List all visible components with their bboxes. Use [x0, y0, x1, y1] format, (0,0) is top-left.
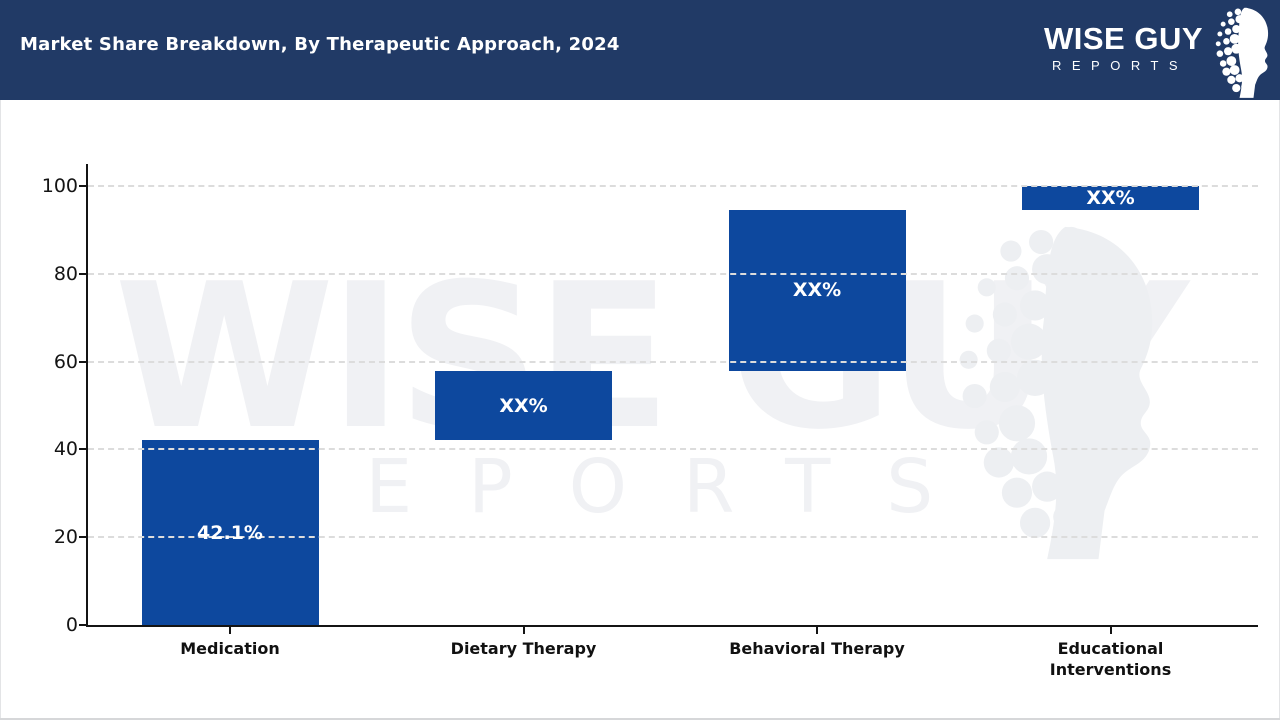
- x-tick-medication: [229, 626, 231, 634]
- y-tick-label-80: 80: [53, 262, 78, 285]
- x-axis-line: [86, 625, 1258, 627]
- y-tick-label-0: 0: [65, 614, 78, 636]
- x-tick-dietary-therapy: [522, 626, 525, 634]
- y-tick-100: [79, 185, 87, 187]
- bar-medication: [141, 440, 319, 625]
- x-tick-behavioral-therapy: [816, 626, 818, 634]
- y-tick-label-20: 20: [53, 526, 78, 549]
- y-tick-80: [79, 272, 87, 275]
- chart-title: Market Share Breakdown, By Therapeutic A…: [20, 34, 620, 55]
- wiseguy-head-icon: [1215, 7, 1269, 98]
- gridline-80: [88, 272, 1258, 275]
- x-label-educational-interventions: Educational Interventions: [1001, 638, 1221, 680]
- y-tick-label-40: 40: [53, 438, 78, 461]
- logo-tagline: REPORTS: [1052, 58, 1189, 73]
- bar-value-label-medication: 42.1%: [197, 521, 263, 544]
- y-tick-60: [79, 360, 87, 363]
- bar-value-label-behavioral-therapy: XX%: [792, 279, 842, 302]
- y-tick-label-60: 60: [53, 350, 78, 373]
- gridline-60: [88, 360, 1258, 363]
- logo-wordmark: WISE GUY: [1044, 21, 1204, 56]
- x-label-dietary-therapy: Dietary Therapy: [414, 638, 634, 659]
- bar-value-label-dietary-therapy: XX%: [499, 394, 548, 417]
- header: Market Share Breakdown, By Therapeutic A…: [0, 0, 1280, 100]
- x-tick-educational-interventions: [1109, 626, 1112, 634]
- x-label-text: Behavioral Therapy: [729, 639, 905, 658]
- gridline-100: [88, 185, 1258, 187]
- x-label-text: Medication: [180, 639, 280, 658]
- bar-behavioral-therapy: [728, 210, 906, 371]
- gridline-20: [88, 536, 1258, 539]
- x-label-behavioral-therapy: Behavioral Therapy: [707, 638, 927, 659]
- y-tick-40: [79, 448, 87, 451]
- bar-dietary-therapy: [435, 370, 612, 441]
- x-label-text: Educational Interventions: [1049, 639, 1172, 679]
- bar-value-label-educational-interventions: XX%: [1086, 187, 1135, 210]
- y-tick-20: [79, 536, 87, 539]
- x-label-medication: Medication: [120, 638, 340, 659]
- y-axis-line: [86, 164, 88, 627]
- y-tick-0: [79, 624, 87, 626]
- x-label-text: Dietary Therapy: [450, 639, 597, 658]
- gridline-40: [88, 448, 1258, 451]
- y-tick-label-100: 100: [41, 175, 78, 197]
- bar-educational-interventions: [1022, 186, 1199, 211]
